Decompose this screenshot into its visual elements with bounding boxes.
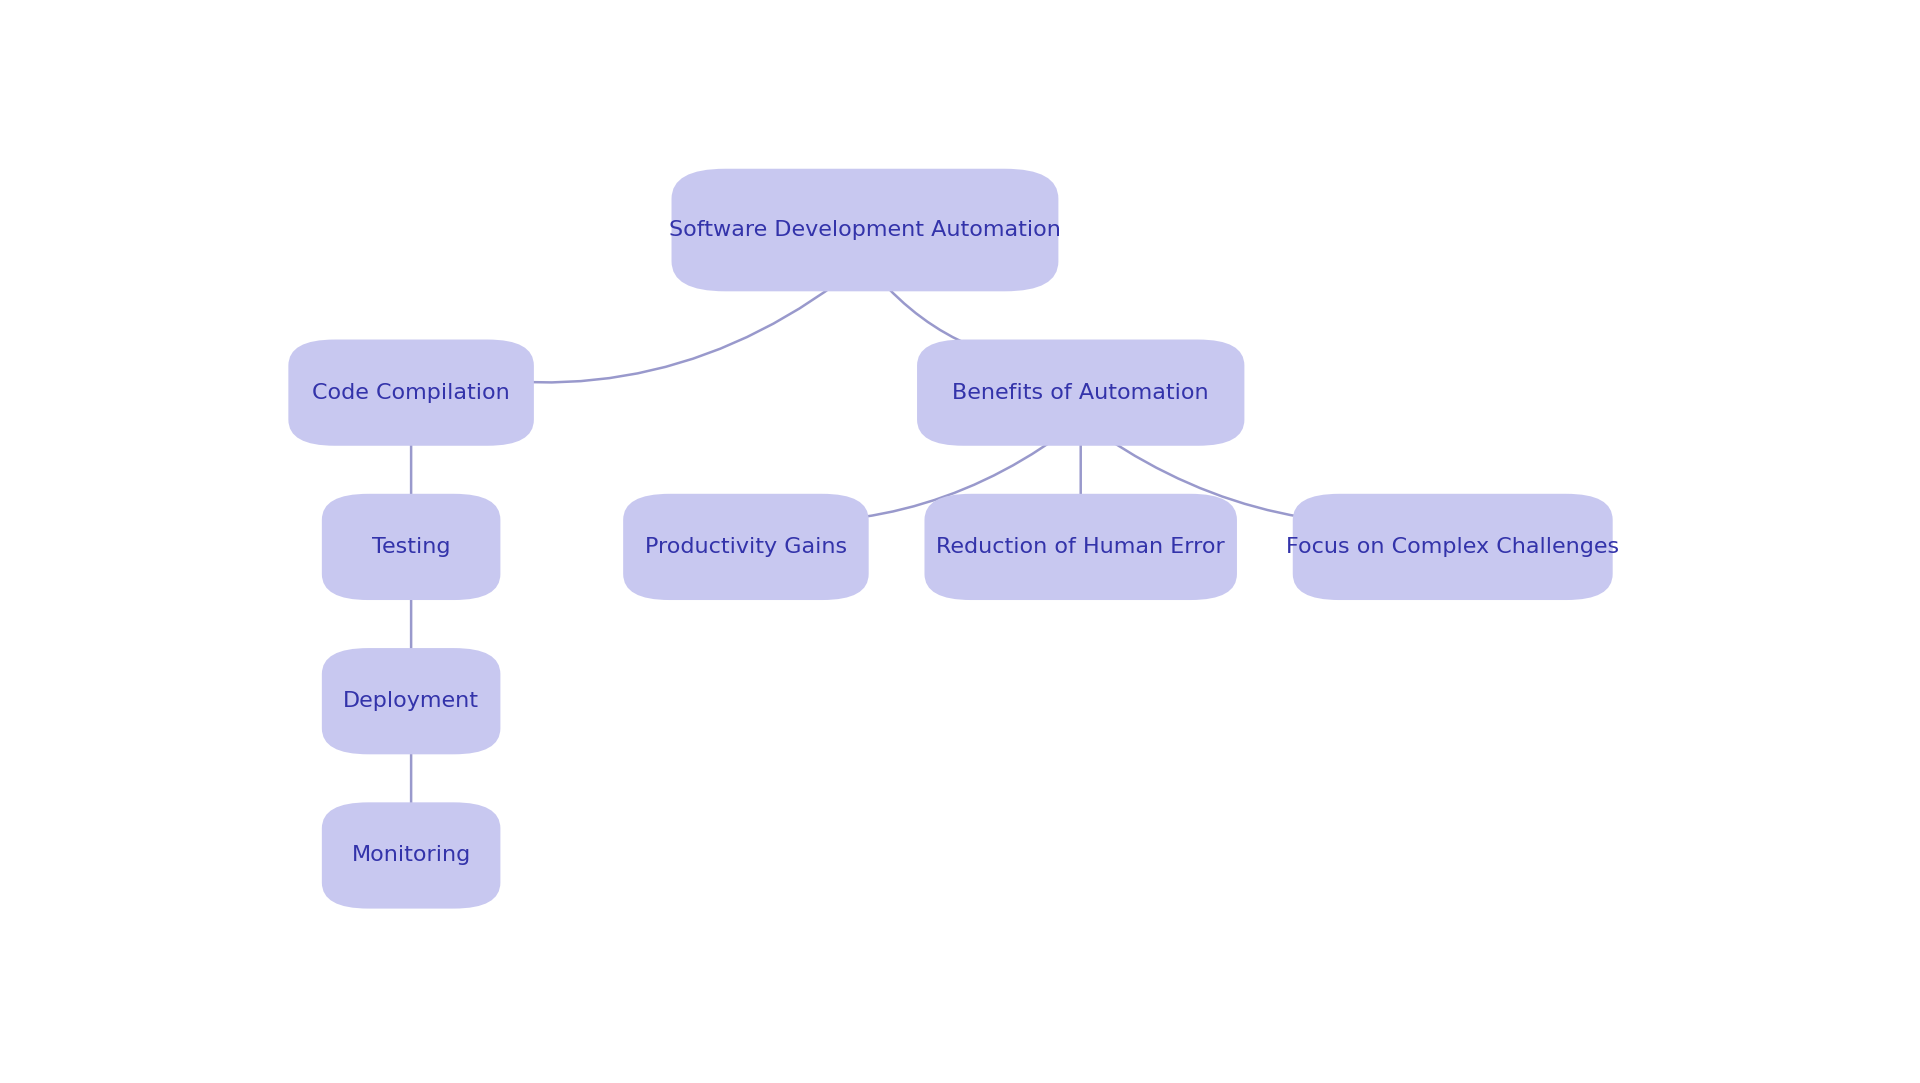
- Text: Focus on Complex Challenges: Focus on Complex Challenges: [1286, 537, 1619, 557]
- Text: Code Compilation: Code Compilation: [313, 382, 511, 403]
- FancyBboxPatch shape: [624, 494, 868, 600]
- Text: Testing: Testing: [372, 537, 451, 557]
- FancyBboxPatch shape: [672, 169, 1058, 291]
- Text: Reduction of Human Error: Reduction of Human Error: [937, 537, 1225, 557]
- Text: Benefits of Automation: Benefits of Automation: [952, 382, 1210, 403]
- Text: Productivity Gains: Productivity Gains: [645, 537, 847, 557]
- FancyBboxPatch shape: [288, 340, 534, 446]
- Text: Software Development Automation: Software Development Automation: [668, 220, 1062, 240]
- FancyBboxPatch shape: [1292, 494, 1613, 600]
- Text: Deployment: Deployment: [344, 691, 480, 712]
- FancyBboxPatch shape: [918, 340, 1244, 446]
- FancyBboxPatch shape: [323, 803, 501, 909]
- Text: Monitoring: Monitoring: [351, 846, 470, 865]
- FancyBboxPatch shape: [323, 494, 501, 600]
- FancyBboxPatch shape: [924, 494, 1236, 600]
- FancyBboxPatch shape: [323, 648, 501, 754]
